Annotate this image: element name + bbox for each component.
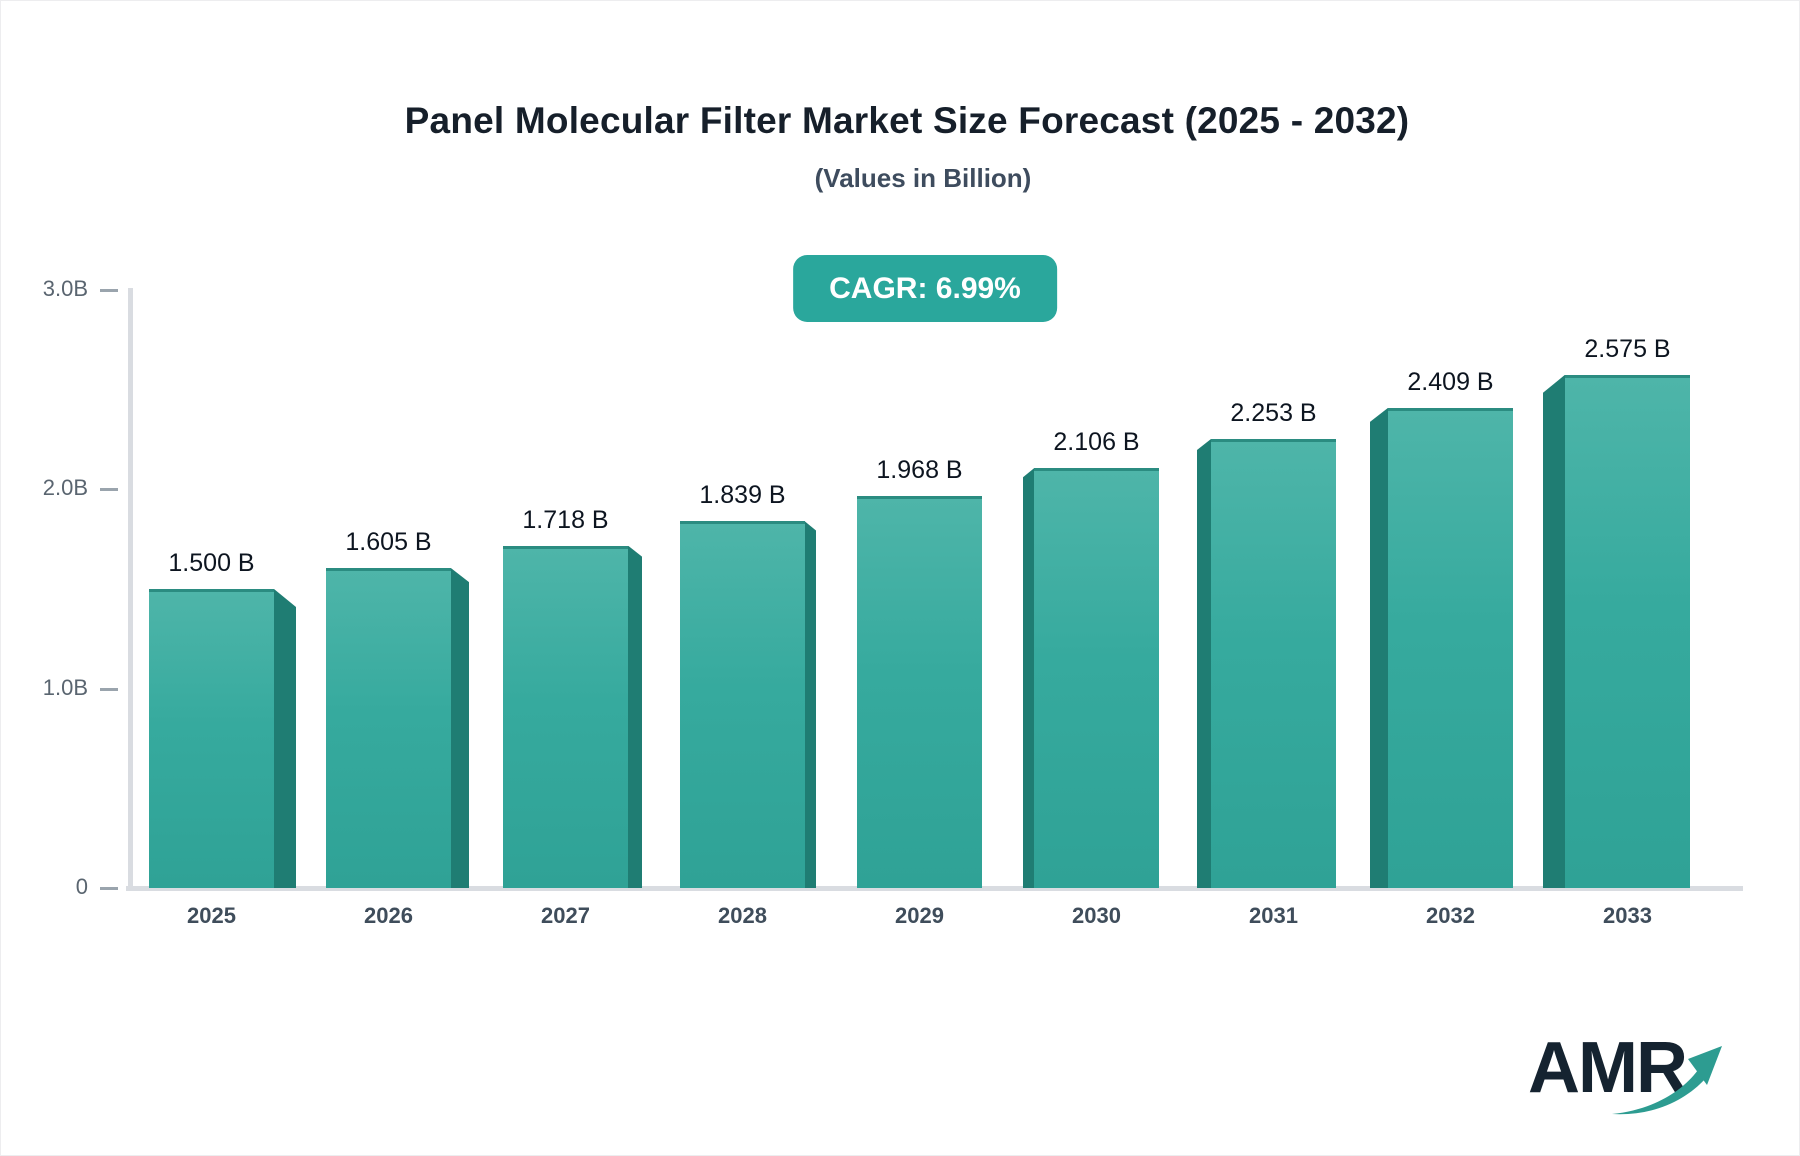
bar-2026 (326, 568, 451, 888)
y-axis-tick-mark (100, 887, 118, 890)
bar-value-label: 1.968 B (876, 455, 963, 484)
y-axis-line (128, 288, 133, 886)
bar-2030 (1034, 468, 1159, 888)
bar-value-label: 1.500 B (168, 549, 255, 578)
x-axis-label: 2030 (1072, 903, 1121, 928)
bar-value-label: 2.253 B (1230, 398, 1317, 427)
y-axis-tick-label: 1.0B (42, 674, 88, 700)
y-axis-tick-mark (100, 488, 118, 492)
cagr-badge: CAGR: 6.99% (793, 255, 1057, 322)
chart-subtitle: (Values in Billion) (814, 163, 1032, 193)
bar-3d-side (1370, 407, 1388, 888)
bar-3d-side (1197, 438, 1211, 888)
x-axis-label: 2032 (1426, 903, 1475, 928)
x-axis-label: 2028 (718, 903, 767, 928)
bar-value-label: 2.106 B (1053, 428, 1140, 457)
bar-value-label: 1.718 B (522, 505, 609, 534)
bar-3d-side (628, 545, 642, 888)
bar-value-label: 2.409 B (1407, 367, 1494, 396)
x-axis-label: 2025 (187, 903, 236, 928)
bar-3d-side (451, 568, 469, 888)
y-axis-tick-label: 2.0B (42, 475, 88, 501)
bar-3d-side (1543, 374, 1565, 888)
x-axis-label: 2027 (541, 903, 590, 928)
bar-3d-side (1023, 468, 1034, 888)
bar-value-label: 1.605 B (345, 528, 432, 557)
bar-2025 (149, 589, 274, 888)
x-axis-label: 2031 (1249, 903, 1298, 928)
amr-logo-text: AMR (1528, 1028, 1688, 1108)
bar-value-label: 2.575 B (1584, 334, 1671, 363)
bar-value-label: 1.839 B (699, 481, 786, 510)
y-axis-tick-label: 0 (75, 874, 88, 899)
bar-2028 (680, 521, 805, 888)
x-axis-label: 2033 (1603, 903, 1652, 928)
bar-3d-side (274, 589, 296, 888)
x-axis-label: 2026 (364, 903, 413, 928)
chart-title: Panel Molecular Filter Market Size Forec… (404, 100, 1410, 141)
y-axis-tick-label: 3.0B (42, 276, 88, 302)
bar-2031 (1211, 438, 1336, 888)
bar-3d-side (805, 521, 816, 888)
amr-logo: AMR (1528, 1028, 1722, 1122)
x-axis-label: 2029 (895, 903, 944, 928)
x-axis-baseline (126, 886, 1743, 891)
bar-2033 (1565, 374, 1690, 888)
bar-2032 (1388, 407, 1513, 888)
growth-arrow-icon (1612, 1046, 1722, 1115)
y-axis-tick-mark (100, 289, 118, 293)
bar-2027 (503, 545, 628, 888)
y-axis-tick-mark (100, 687, 118, 691)
bar-2029 (857, 495, 982, 888)
